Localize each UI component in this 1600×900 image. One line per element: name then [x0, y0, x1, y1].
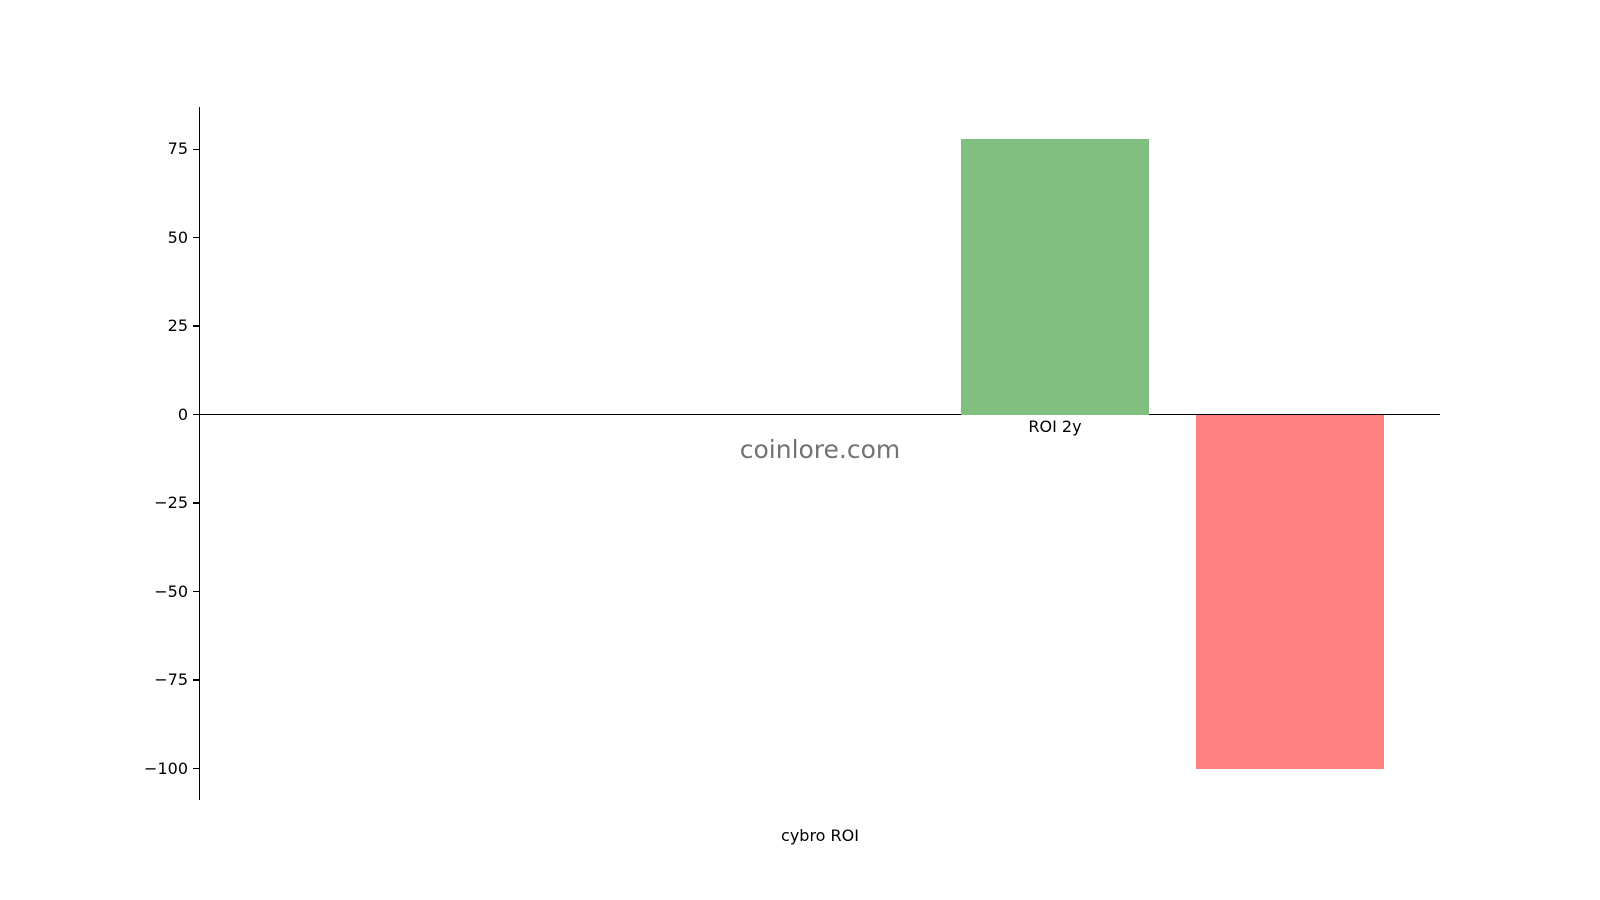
y-tick-label--100: −100	[144, 758, 188, 778]
bar-category-1	[1196, 415, 1384, 770]
y-tick-label-75: 75	[167, 139, 188, 159]
bar-roi-2y	[961, 138, 1149, 415]
y-axis-line	[198, 107, 200, 800]
y-tick-mark--25	[192, 502, 199, 504]
watermark: coinlore.com	[739, 435, 901, 464]
y-tick-mark--100	[192, 767, 199, 770]
y-tick-label-0: 0	[177, 404, 188, 424]
y-tick-mark-75	[192, 148, 199, 150]
y-tick-mark-0	[192, 413, 199, 416]
x-tick-label-roi-2y: ROI 2y	[1028, 416, 1082, 436]
y-tick-label--50: −50	[154, 581, 188, 601]
y-tick-mark-25	[192, 325, 199, 327]
y-tick-label--25: −25	[154, 493, 188, 513]
x-axis-title: cybro ROI	[781, 826, 859, 845]
y-tick-label-25: 25	[167, 316, 188, 336]
y-tick-label-50: 50	[167, 227, 188, 247]
y-tick-label--75: −75	[154, 670, 188, 690]
y-tick-mark--75	[192, 679, 199, 681]
zero-axis-line	[200, 413, 1440, 416]
y-tick-mark-50	[192, 237, 199, 239]
y-tick-mark--50	[192, 590, 199, 593]
